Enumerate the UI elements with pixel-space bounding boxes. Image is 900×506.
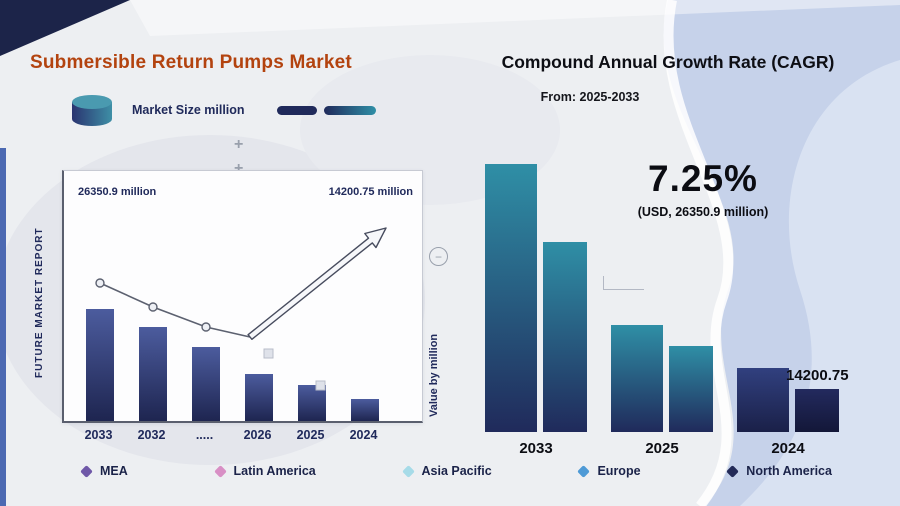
market-bar-2025 (298, 385, 326, 421)
chart-start-value: 26350.9 million (78, 186, 157, 198)
x-label-.....: ..... (195, 428, 214, 442)
cagr-bar-primary-2033 (485, 164, 537, 432)
market-bar-..... (192, 347, 220, 421)
cagr-title: Compound Annual Growth Rate (CAGR) (501, 52, 835, 72)
cagr-group-2024: 2024 (737, 368, 839, 457)
step-line-decoration (603, 276, 644, 290)
x-label-2024: 2024 (349, 428, 378, 442)
legend-label-mea: MEA (100, 464, 128, 478)
legend-item-latin-america: Latin America (213, 464, 316, 478)
market-bar-2032 (139, 327, 167, 421)
future-market-report-watermark: FUTURE MARKET REPORT (34, 227, 45, 378)
market-size-bars (86, 309, 379, 421)
plus-icon: + (234, 160, 244, 177)
cagr-group-2033: 2033 (485, 164, 587, 457)
top-band-decoration (130, 0, 900, 36)
market-size-legend: Market Size million (64, 92, 376, 128)
chart-end-value: 14200.75 million (328, 186, 413, 198)
cagr-percentage: 7.25% (648, 158, 758, 199)
cagr-bar-secondary-2033 (543, 242, 587, 432)
diamond-icon-latin-america (213, 464, 227, 478)
diamond-icon-mea (80, 464, 93, 478)
cagr-group-2025: 2025 (611, 325, 713, 457)
market-bar-2026 (245, 374, 273, 421)
market-size-x-axis: 2033 2032..... 2026 2025 2024 (62, 428, 430, 442)
cagr-usd-note: (USD, 26350.9 million) (637, 205, 769, 219)
value-axis-label: Value by million (428, 333, 440, 417)
cagr-year-label-2033: 2033 (519, 440, 553, 457)
pill-gradient-decoration (323, 105, 376, 115)
legend-label-europe: Europe (597, 464, 641, 478)
cagr-subtitle: From: 2025-2033 (540, 90, 640, 104)
cagr-bar-secondary-2025 (669, 346, 713, 432)
legend-pill-group (276, 105, 376, 115)
left-chart-title: Submersible Return Pumps Market (30, 52, 352, 73)
diamond-icon-north-america (726, 464, 740, 478)
legend-label-asia-pacific: Asia Pacific (421, 464, 492, 478)
cagr-bar-primary-2025 (611, 325, 663, 432)
cagr-year-label-2024: 2024 (771, 440, 805, 457)
plus-icon: + (234, 136, 244, 153)
cagr-bar-primary-2024 (737, 368, 789, 432)
cylinder-icon (72, 95, 112, 126)
right-inner-wave-decoration (740, 60, 900, 506)
value-callout: 14200.75 (786, 367, 849, 384)
x-label-2025: 2025 (296, 428, 325, 442)
x-label-2033: 2033 (84, 428, 113, 442)
left-edge-stripe (0, 148, 6, 506)
legend-item-europe: Europe (577, 464, 641, 478)
legend-item-mea: MEA (80, 464, 128, 478)
cagr-chart: 2033 2025 2024 (470, 160, 839, 457)
line-marker (95, 278, 105, 288)
pill-navy-decoration (276, 105, 317, 115)
cagr-year-label-2025: 2025 (645, 440, 679, 457)
cagr-bar-secondary-2024 (795, 389, 839, 432)
minus-circle-icon: − (429, 247, 448, 266)
diamond-icon-asia-pacific (401, 464, 415, 478)
legend-item-asia-pacific: Asia Pacific (401, 464, 492, 478)
diamond-icon-europe (577, 464, 591, 478)
region-legend: MEA Latin America Asia Pacific Europe North … (80, 464, 832, 478)
legend-label-north-america: North America (746, 464, 832, 478)
market-size-legend-label: Market Size million (132, 103, 245, 117)
market-size-chart: 26350.9 million 14200.75 million (62, 170, 423, 423)
market-bar-2033 (86, 309, 114, 421)
legend-item-north-america: North America (726, 464, 832, 478)
x-label-2026: 2026 (243, 428, 272, 442)
x-label-2032: 2032 (137, 428, 166, 442)
legend-label-latin-america: Latin America (233, 464, 316, 478)
market-bar-2024 (351, 399, 379, 421)
white-swirl-decoration (663, 0, 734, 506)
